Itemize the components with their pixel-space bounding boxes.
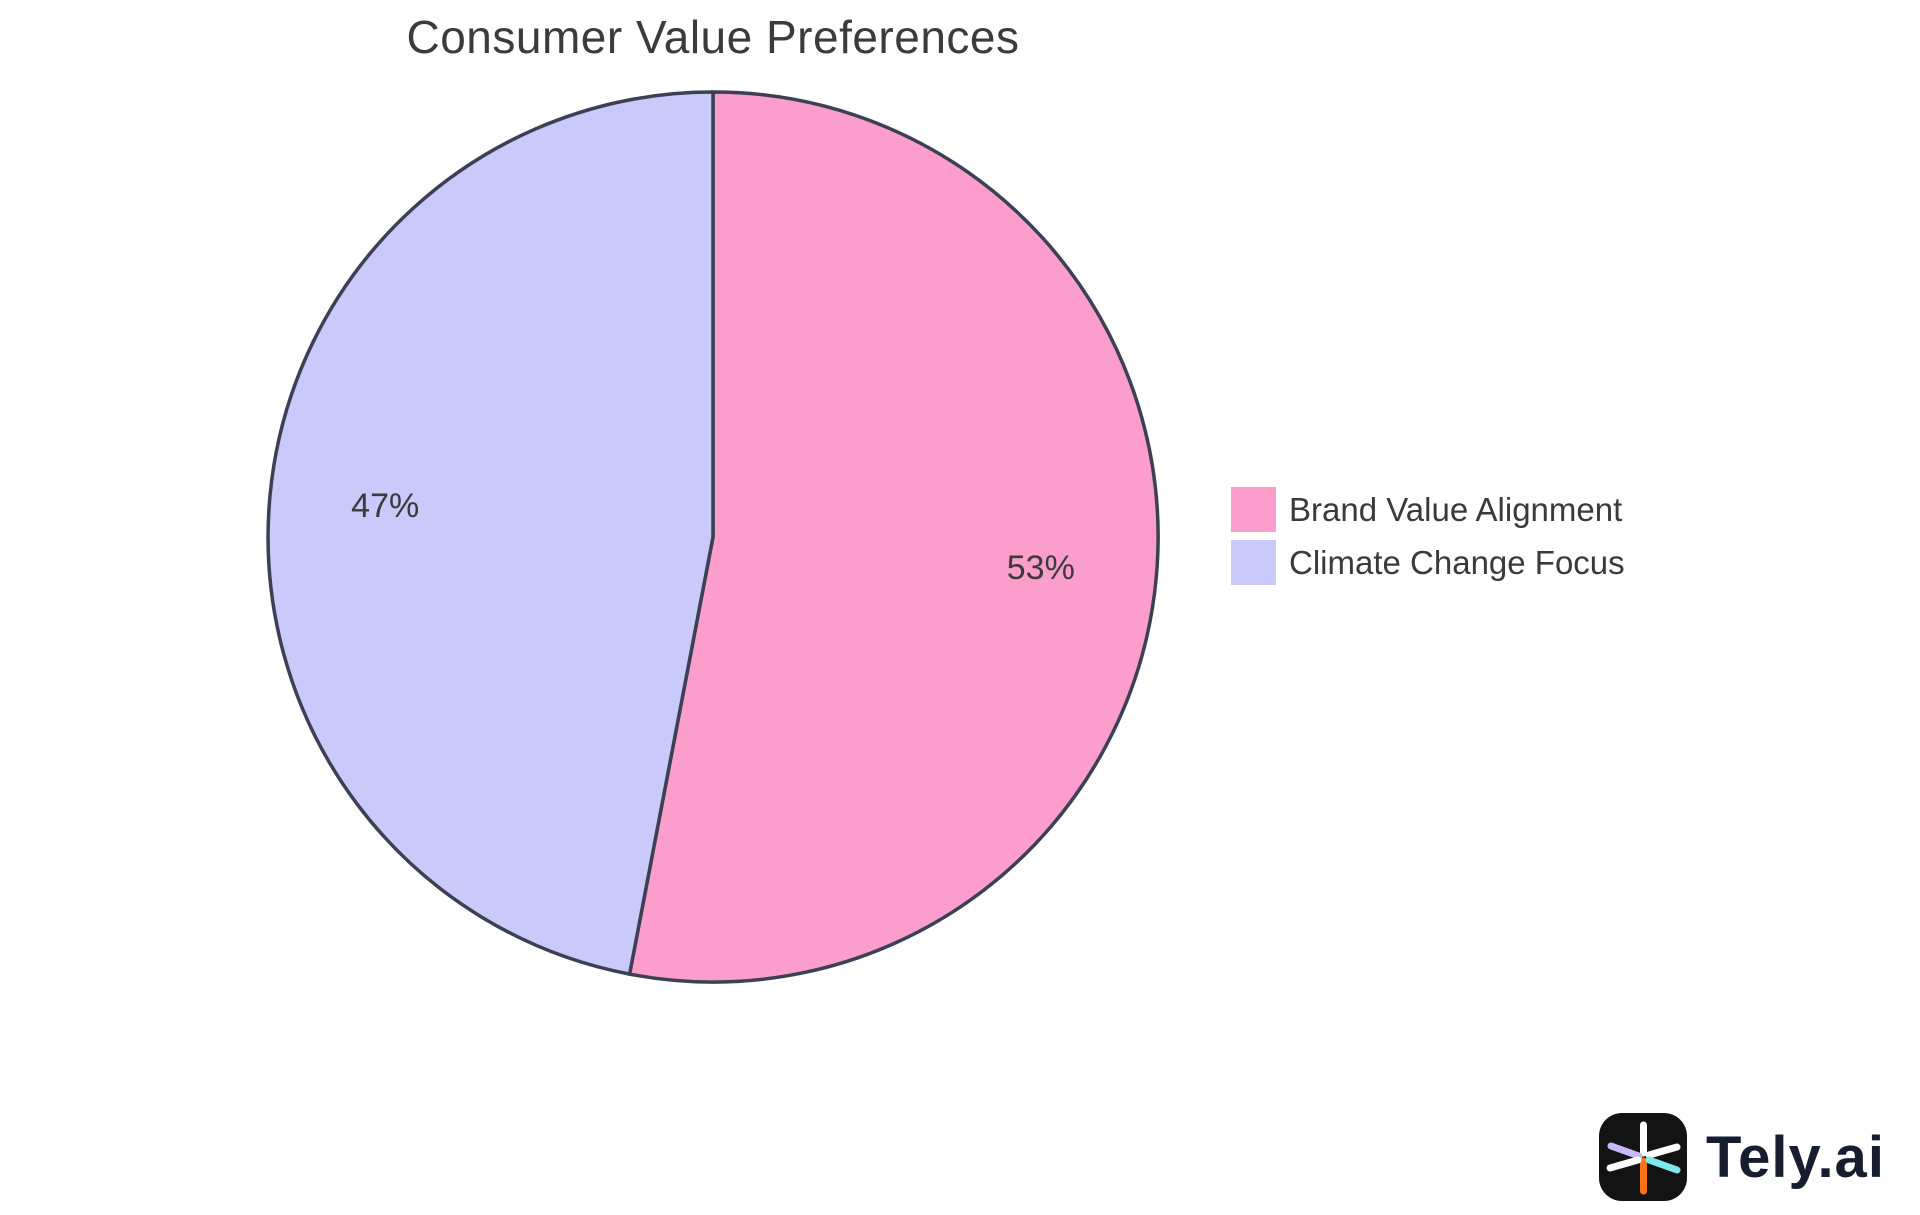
- legend-label-brand-value: Brand Value Alignment: [1289, 490, 1623, 528]
- brand-footer: Tely.ai: [1598, 1112, 1885, 1202]
- pie-value-labels-group: 53% 47%: [351, 487, 1075, 587]
- pie-slice-1: [266, 90, 715, 976]
- pie-slice-0: [627, 90, 1160, 984]
- brand-wordmark: Tely.ai: [1706, 1124, 1885, 1190]
- spoke-upper-left: [1607, 1142, 1643, 1160]
- pie-value-label-1: 47%: [351, 487, 419, 525]
- legend-swatch-brand-value: [1231, 487, 1276, 532]
- legend-swatch-climate-change: [1231, 540, 1276, 585]
- legend: Brand Value Alignment Climate Change Foc…: [1231, 487, 1625, 585]
- tely-asterisk-icon: [1599, 1113, 1687, 1201]
- spoke-lower-right: [1645, 1156, 1681, 1174]
- spoke-lower-left: [1606, 1156, 1642, 1172]
- legend-item-climate-change: Climate Change Focus: [1231, 540, 1625, 585]
- spoke-upper-right: [1645, 1143, 1681, 1159]
- pie-value-label-0: 53%: [1007, 549, 1075, 587]
- tely-icon-background: [1599, 1113, 1687, 1201]
- pie-slices-group: [266, 90, 1160, 984]
- legend-label-climate-change: Climate Change Focus: [1289, 543, 1625, 581]
- chart-title: Consumer Value Preferences: [406, 11, 1020, 63]
- legend-item-brand-value: Brand Value Alignment: [1231, 487, 1625, 532]
